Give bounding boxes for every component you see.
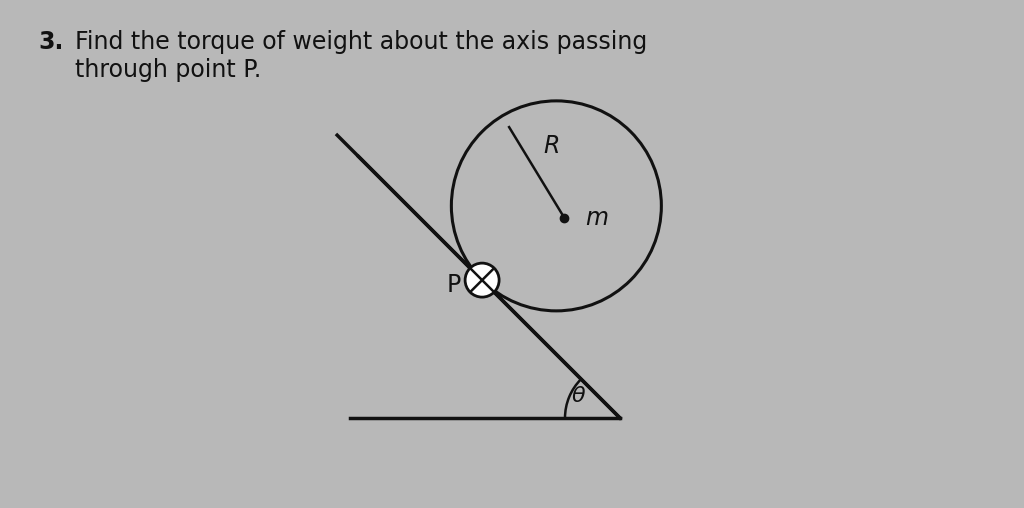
Text: m: m [585, 206, 608, 230]
Text: 3.: 3. [38, 30, 63, 54]
Text: θ: θ [571, 386, 585, 406]
Text: Find the torque of weight about the axis passing
through point P.: Find the torque of weight about the axis… [75, 30, 647, 82]
Text: P: P [447, 273, 461, 297]
Circle shape [465, 263, 499, 297]
Text: R: R [543, 134, 559, 158]
